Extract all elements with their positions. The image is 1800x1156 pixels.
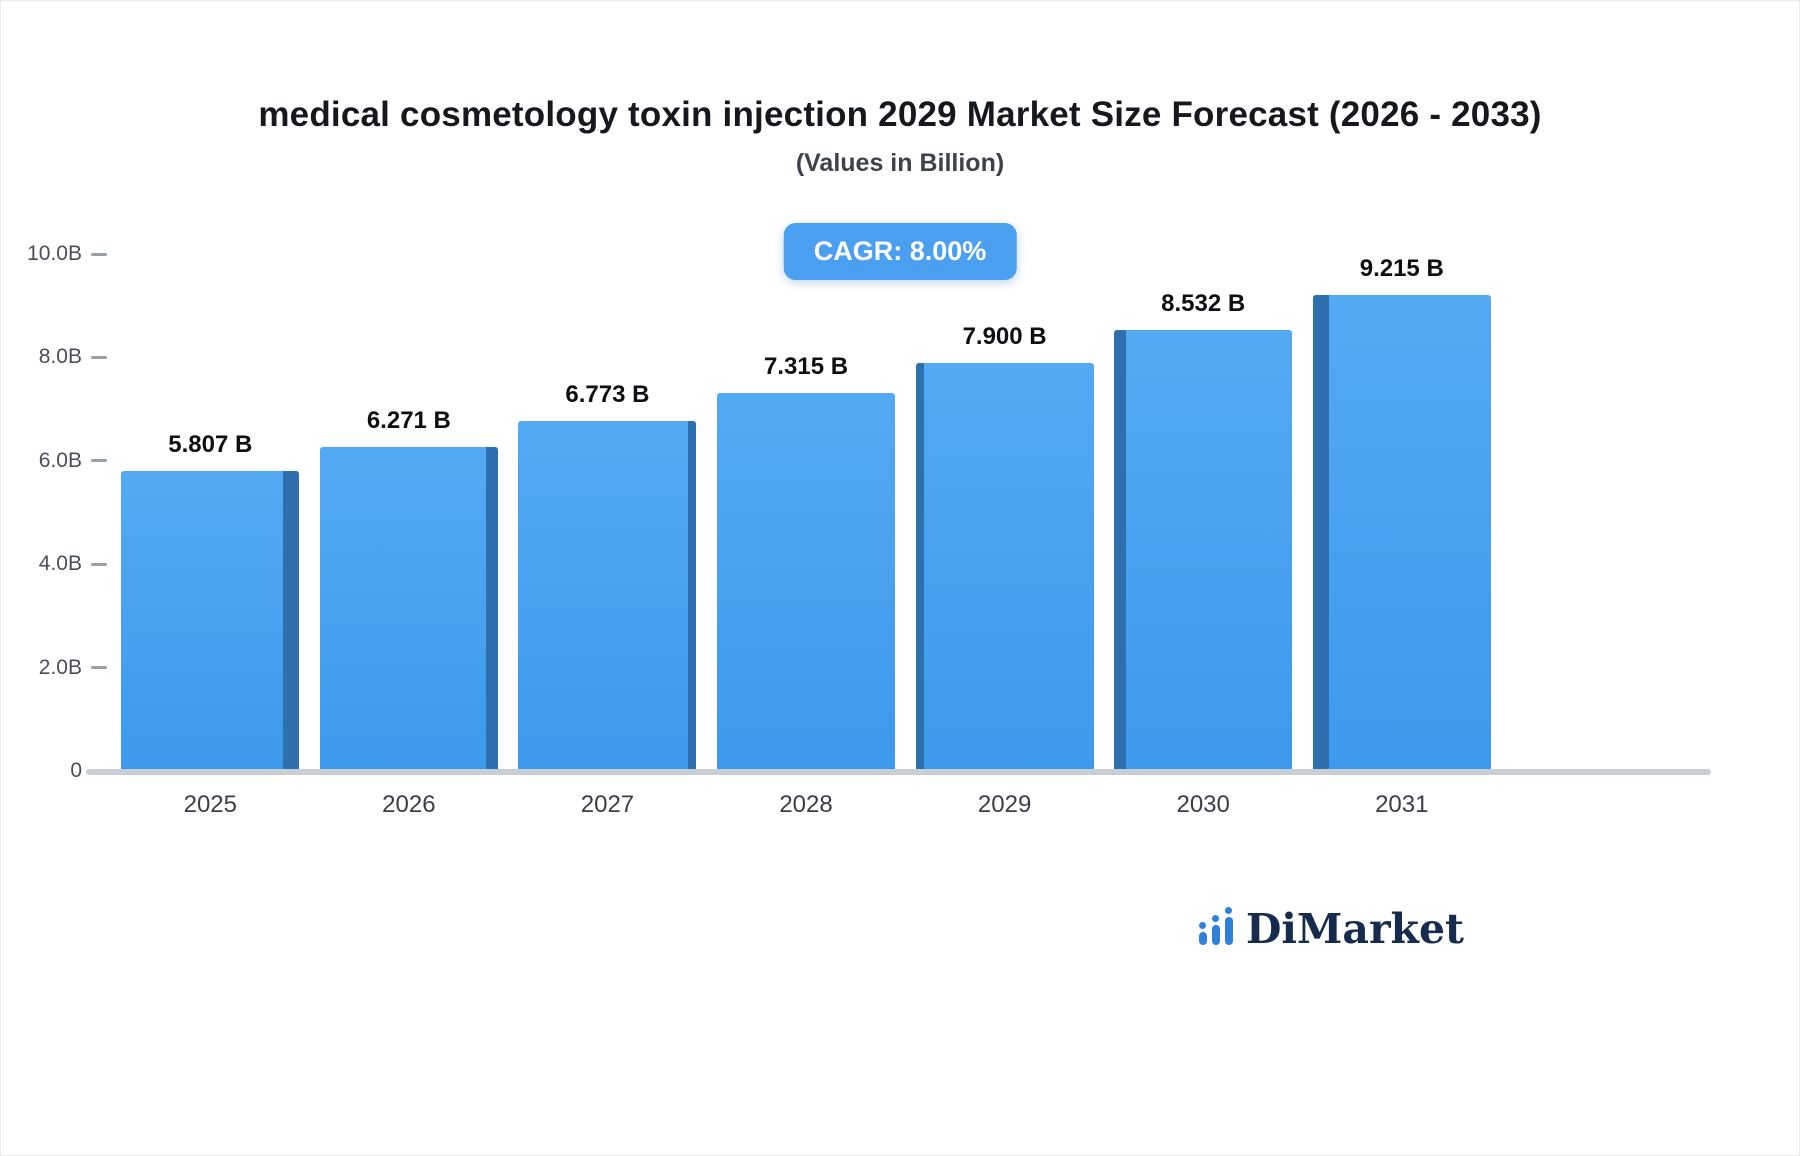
bar-value-label: 5.807 B: [168, 430, 253, 458]
bar-chart-logo-icon: [1198, 907, 1233, 950]
cagr-badge: CAGR: 8.00%: [783, 223, 1017, 280]
bar-slot: 6.271 B: [310, 407, 509, 771]
bar-slot: 9.215 B: [1302, 255, 1501, 771]
bar-side-face: [1114, 329, 1127, 771]
y-axis: 10.0B 8.0B 6.0B 4.0B 2.0B 0: [1, 242, 109, 782]
y-tick: 6.0B: [24, 449, 107, 473]
bar-slot: 6.773 B: [508, 381, 707, 771]
bar-2026: [319, 446, 498, 771]
y-tick-mark: [91, 666, 107, 670]
bar-value-label: 8.532 B: [1161, 289, 1246, 317]
logo-dot: [1225, 907, 1233, 914]
logo-text: DiMarket: [1245, 905, 1464, 953]
y-tick-label: 8.0B: [38, 345, 82, 369]
bar-side-face: [283, 470, 300, 771]
x-axis-labels: 2025 2026 2027 2028 2029 2030 2031: [111, 791, 1501, 819]
bar-value-label: 6.773 B: [565, 380, 650, 408]
bar-slot: 7.315 B: [707, 353, 906, 771]
bar-slot: 8.532 B: [1104, 290, 1303, 771]
y-tick-mark: [91, 562, 107, 566]
y-tick-label: 10.0B: [27, 242, 82, 265]
bar-value-label: 7.315 B: [763, 352, 849, 380]
x-axis-label: 2025: [183, 791, 237, 818]
x-axis-label: 2031: [1375, 791, 1429, 818]
y-tick: 10.0B: [24, 242, 107, 266]
chart-subtitle: (Values in Billion): [795, 149, 1005, 177]
bar-2028: [717, 392, 896, 771]
logo-bar: [1198, 932, 1207, 945]
y-tick: 8.0B: [24, 345, 107, 369]
logo-bar-column: [1211, 915, 1220, 945]
bar-2027: [518, 420, 697, 771]
x-axis-label: 2027: [580, 791, 635, 818]
x-axis-line: [86, 769, 1711, 775]
dimarket-logo: DiMarket: [1198, 905, 1464, 953]
bar-side-face: [1312, 294, 1329, 771]
y-tick: 2.0B: [24, 656, 107, 680]
y-tick-label: 6.0B: [38, 448, 82, 472]
plot-area: 5.807 B 6.271 B 6.773 B 7.315 B 7.900 B 8.532…: [111, 254, 1501, 771]
x-axis-label: 2030: [1176, 791, 1230, 818]
y-tick-label: 2.0B: [38, 655, 82, 679]
logo-dot: [1212, 915, 1220, 922]
y-tick-label: 0: [70, 759, 82, 782]
bars-row: 5.807 B 6.271 B 6.773 B 7.315 B 7.900 B 8.532…: [111, 254, 1501, 771]
y-tick: 4.0B: [24, 552, 107, 576]
logo-bar-column: [1198, 922, 1207, 945]
bar-side-face: [485, 446, 498, 771]
y-tick-mark: [91, 459, 107, 463]
x-axis-label: 2029: [977, 791, 1032, 818]
y-tick-mark: [91, 355, 107, 359]
logo-bar-column: [1224, 907, 1233, 945]
bar-slot: 5.807 B: [111, 431, 310, 771]
logo-bar: [1211, 925, 1220, 945]
y-tick-mark: [91, 252, 107, 256]
bar-slot: 7.900 B: [905, 323, 1104, 771]
bar-2029: [915, 362, 1094, 771]
x-axis-label: 2028: [779, 791, 833, 818]
y-tick-label: 4.0B: [38, 552, 82, 576]
bar-2030: [1114, 329, 1293, 771]
bar-value-label: 9.215 B: [1359, 254, 1444, 282]
logo-dot: [1199, 922, 1207, 929]
x-axis-label: 2026: [382, 791, 436, 818]
bar-value-label: 7.900 B: [962, 322, 1047, 350]
bar-2025: [121, 470, 300, 771]
bar-value-label: 6.271 B: [366, 406, 451, 434]
bar-side-face: [688, 420, 697, 771]
bar-side-face: [915, 362, 924, 771]
bar-2031: [1312, 294, 1491, 771]
logo-bar: [1224, 917, 1233, 945]
chart-title: medical cosmetology toxin injection 2029…: [258, 95, 1542, 134]
